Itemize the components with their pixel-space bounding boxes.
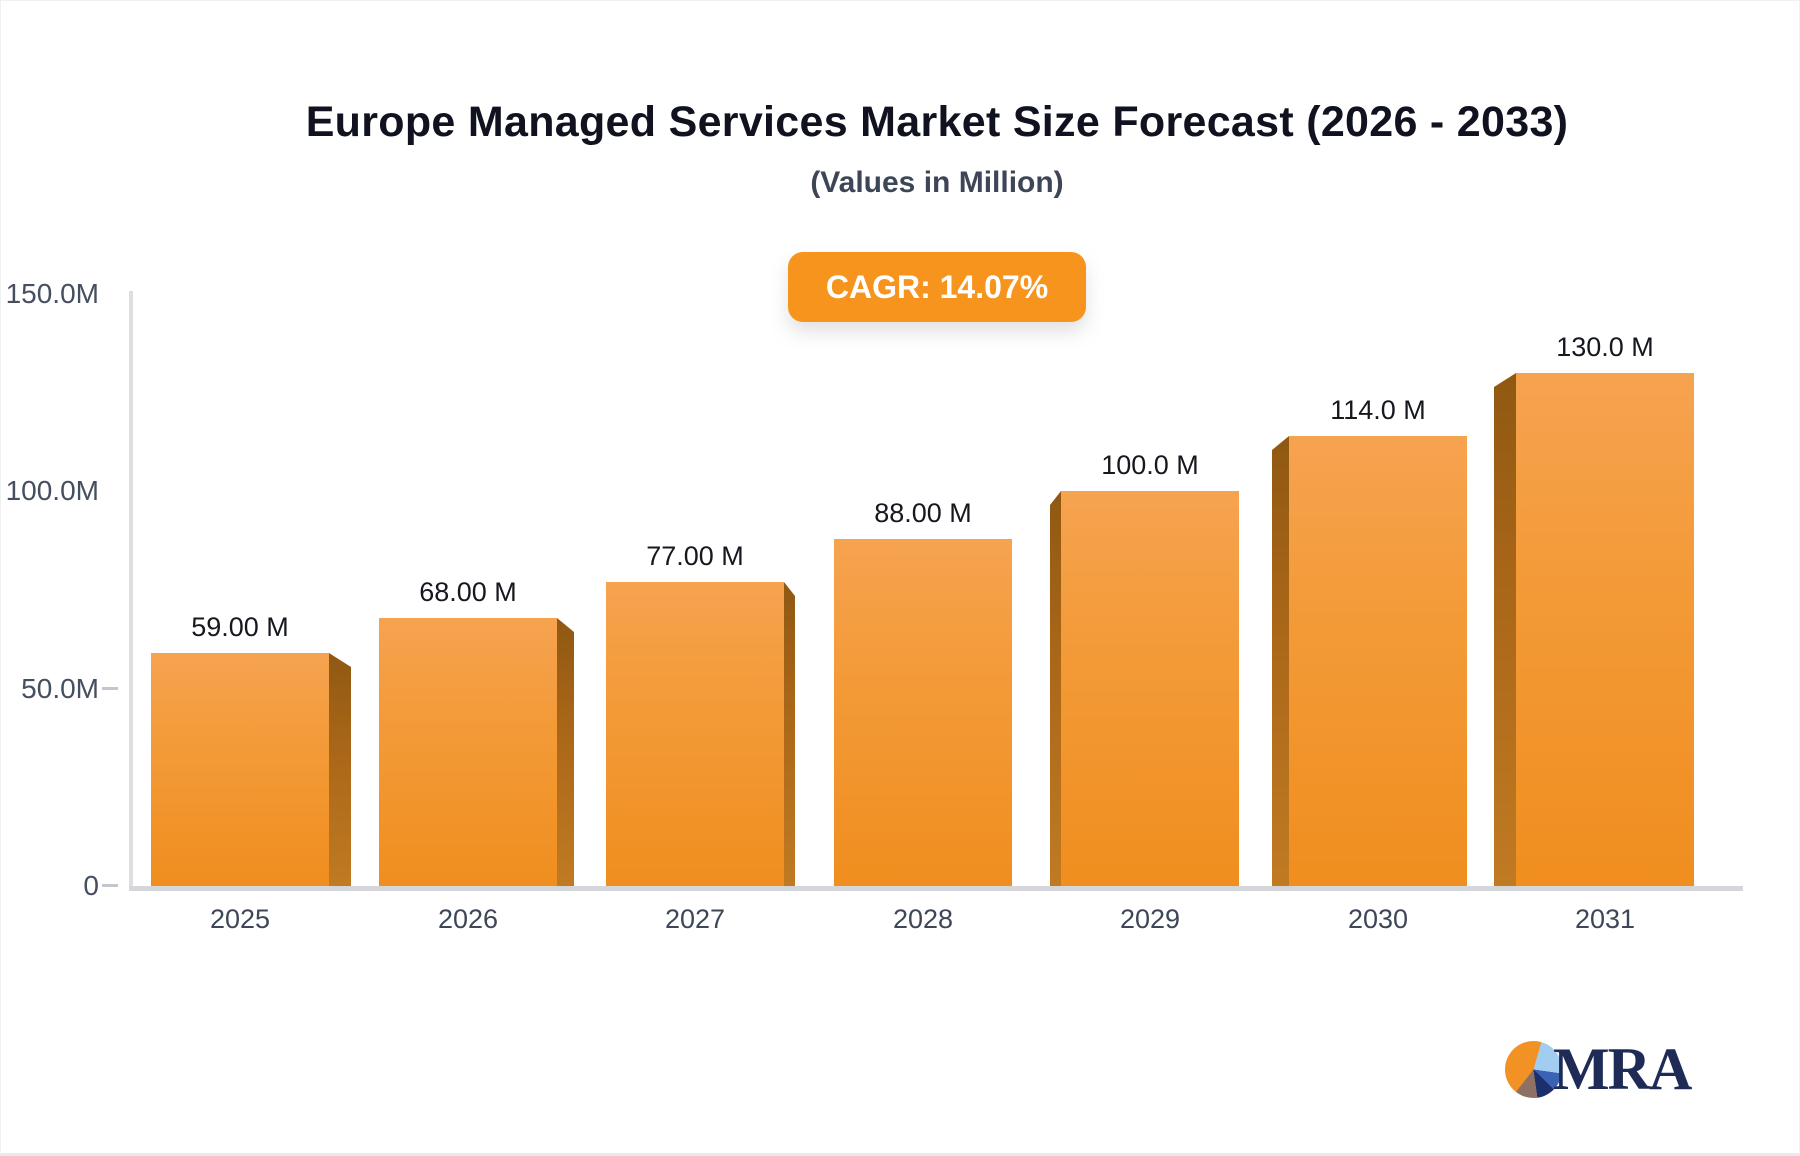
bar-2031[interactable] xyxy=(1516,373,1694,886)
x-axis-label-2028: 2028 xyxy=(892,904,954,934)
y-axis-tick-mark xyxy=(102,884,118,887)
chart-title: Europe Managed Services Market Size Fore… xyxy=(305,98,1569,146)
cagr-badge: CAGR: 14.07% xyxy=(787,252,1087,322)
bar-3d-side-2025 xyxy=(329,653,351,886)
x-axis-label-2025: 2025 xyxy=(209,904,271,934)
mra-logo: MRA xyxy=(1505,1036,1692,1102)
bar-value-label-2030: 114.0 M xyxy=(1330,395,1426,425)
cagr-badge-row: CAGR: 14.07% xyxy=(131,252,1743,322)
bar-value-label-2025: 59.00 M xyxy=(191,612,289,642)
y-axis-tick-label: 100.0M xyxy=(5,475,99,507)
mra-pie-chart-icon xyxy=(1505,1040,1562,1098)
y-axis-line xyxy=(129,291,133,886)
x-axis-line xyxy=(129,886,1743,891)
mra-logo-text: MRA xyxy=(1553,1036,1692,1102)
bar-2026[interactable] xyxy=(379,618,557,886)
bar-2028[interactable] xyxy=(834,539,1012,886)
bar-2029[interactable] xyxy=(1061,491,1239,886)
bar-3d-side-2026 xyxy=(557,618,574,886)
bar-3d-side-2030 xyxy=(1272,436,1289,886)
x-axis-label-2029: 2029 xyxy=(1119,904,1181,934)
bar-2030[interactable] xyxy=(1289,436,1467,886)
bar-value-label-2026: 68.00 M xyxy=(419,577,517,607)
x-axis-label-2030: 2030 xyxy=(1347,904,1409,934)
x-axis-label-2026: 2026 xyxy=(437,904,499,934)
x-axis-label-2027: 2027 xyxy=(664,904,726,934)
y-axis-tick-mark xyxy=(102,686,118,690)
x-axis-label-2031: 2031 xyxy=(1574,904,1636,934)
bar-3d-side-2027 xyxy=(784,582,795,886)
y-axis-tick-label: 0 xyxy=(83,870,99,901)
y-axis-tick-label: 50.0M xyxy=(21,672,99,704)
chart-subtitle: (Values in Million) xyxy=(810,166,1064,199)
bar-3d-side-2029 xyxy=(1050,491,1061,886)
bar-3d-side-2031 xyxy=(1494,373,1516,886)
bar-2025[interactable] xyxy=(151,653,329,886)
bar-2027[interactable] xyxy=(606,582,784,886)
bar-value-label-2029: 100.0 M xyxy=(1101,450,1199,480)
y-axis-tick-label: 150.0M xyxy=(5,278,99,309)
bar-value-label-2031: 130.0 M xyxy=(1556,332,1654,362)
bar-value-label-2028: 88.00 M xyxy=(874,498,972,528)
bar-value-label-2027: 77.00 M xyxy=(646,541,744,571)
